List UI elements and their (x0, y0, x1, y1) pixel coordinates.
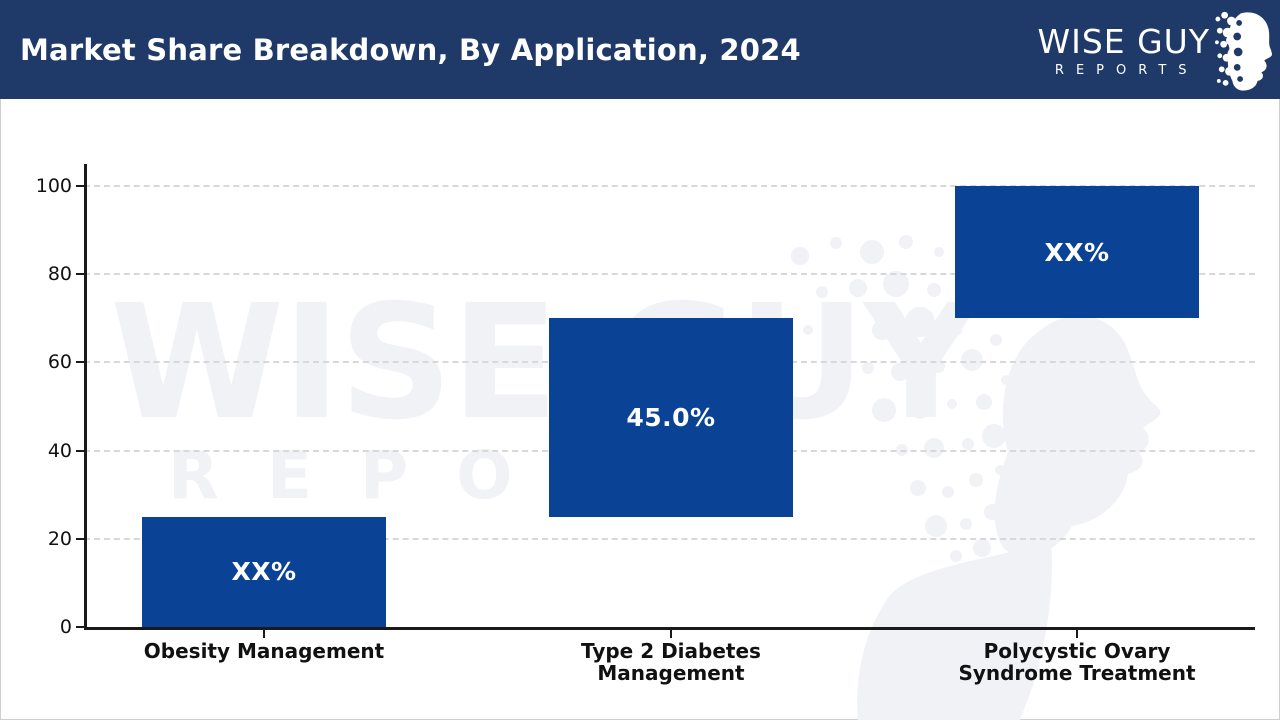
y-tick-80 (76, 273, 84, 276)
y-tick-label-80: 80 (47, 263, 72, 286)
x-tick-2 (670, 630, 672, 638)
brand-logo: WISE GUY REPORTS (1037, 0, 1272, 99)
x-axis-line (84, 627, 1255, 630)
y-tick-label-0: 0 (59, 616, 72, 638)
y-tick-label-100: 100 (35, 175, 72, 197)
x-tick-1 (263, 630, 265, 638)
brand-logo-text: WISE GUY REPORTS (1037, 22, 1210, 78)
brand-name: WISE GUY (1037, 21, 1210, 61)
y-tick-label-60: 60 (47, 351, 72, 374)
x-category-label-line: Management (597, 661, 745, 685)
x-category-label-line: Syndrome Treatment (958, 661, 1196, 685)
y-tick-label-20: 20 (47, 527, 72, 550)
bar-value-label: 45.0% (626, 403, 716, 433)
x-category-label-line: Type 2 Diabetes (581, 639, 761, 663)
gridline-20 (84, 537, 1255, 540)
gridline-100 (84, 185, 1255, 187)
brand-subtitle: REPORTS (1054, 62, 1199, 78)
y-tick-0 (76, 626, 84, 628)
y-axis-line (84, 164, 87, 630)
header-bar: Market Share Breakdown, By Application, … (0, 0, 1280, 99)
y-tick-60 (76, 361, 84, 364)
bar-segment-2: 45.0% (549, 318, 793, 517)
bar-segment-3: XX% (955, 186, 1199, 319)
x-category-label-3: Polycystic Ovary Syndrome Treatment (907, 640, 1247, 684)
x-category-label-2: Type 2 Diabetes Management (501, 640, 841, 684)
y-tick-20 (76, 537, 84, 540)
x-category-label-1: Obesity Management (94, 640, 434, 662)
y-tick-label-40: 40 (47, 439, 72, 462)
y-tick-100 (76, 185, 84, 187)
bar-value-label: XX% (231, 557, 297, 587)
chart-title: Market Share Breakdown, By Application, … (20, 32, 801, 67)
gridline-80 (84, 273, 1255, 276)
x-category-label-line: Polycystic Ovary (983, 639, 1171, 663)
bar-segment-1: XX% (142, 516, 386, 627)
x-tick-3 (1076, 630, 1078, 638)
y-tick-40 (76, 449, 84, 452)
logo-face-icon (1214, 11, 1272, 91)
x-category-label-line: Obesity Management (143, 639, 385, 663)
bar-value-label: XX% (1044, 237, 1110, 267)
